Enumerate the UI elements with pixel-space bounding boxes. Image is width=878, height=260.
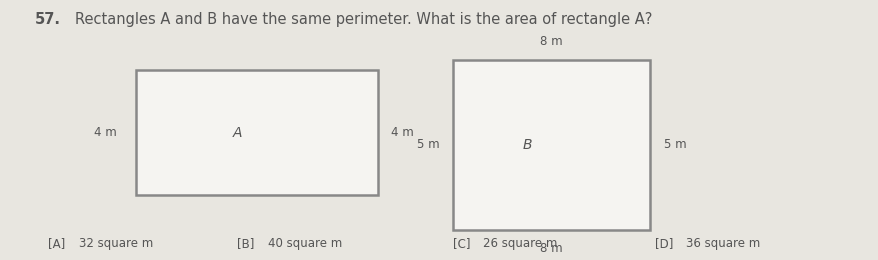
- Text: 8 m: 8 m: [540, 242, 562, 255]
- Text: [C]: [C]: [452, 237, 470, 250]
- Text: 36 square m: 36 square m: [685, 237, 759, 250]
- Text: [B]: [B]: [237, 237, 255, 250]
- Text: A: A: [233, 126, 242, 140]
- Text: 5 m: 5 m: [663, 138, 686, 151]
- Text: 5 m: 5 m: [416, 138, 439, 151]
- Text: 57.: 57.: [35, 12, 61, 27]
- Text: 40 square m: 40 square m: [268, 237, 342, 250]
- Text: 4 m: 4 m: [94, 126, 117, 139]
- Text: B: B: [522, 138, 532, 152]
- Text: [D]: [D]: [654, 237, 673, 250]
- Text: 32 square m: 32 square m: [79, 237, 153, 250]
- Text: 8 m: 8 m: [540, 35, 562, 48]
- Text: Rectangles A and B have the same perimeter. What is the area of rectangle A?: Rectangles A and B have the same perimet…: [75, 12, 651, 27]
- Text: 26 square m: 26 square m: [483, 237, 558, 250]
- Text: [A]: [A]: [48, 237, 66, 250]
- Text: 4 m: 4 m: [391, 126, 414, 139]
- Bar: [136, 70, 378, 195]
- Bar: [452, 60, 650, 230]
